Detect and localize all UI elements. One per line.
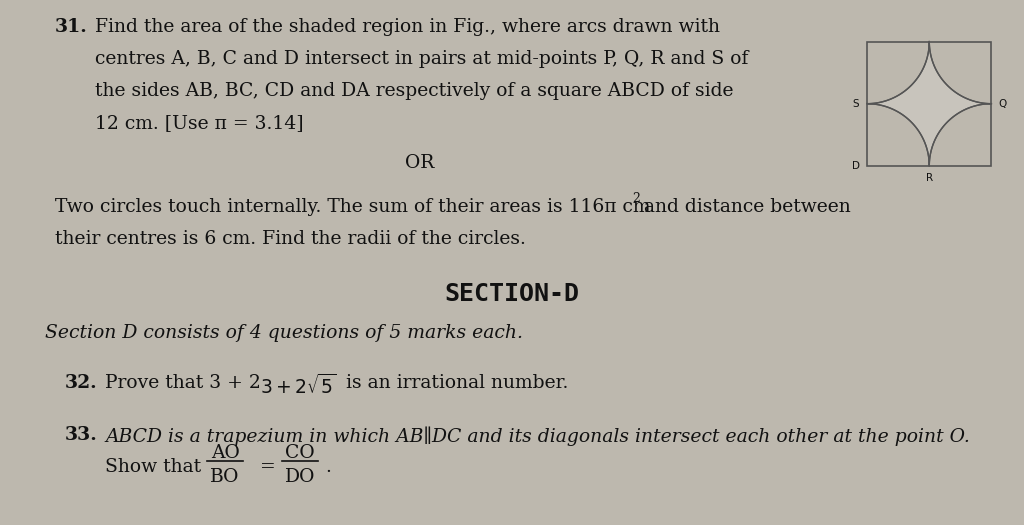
Polygon shape [867,41,991,166]
Text: 32.: 32. [65,374,97,392]
Text: Two circles touch internally. The sum of their areas is 116π cm: Two circles touch internally. The sum of… [55,198,650,216]
Text: D: D [852,161,860,171]
Text: centres A, B, C and D intersect in pairs at mid-points P, Q, R and S of: centres A, B, C and D intersect in pairs… [95,50,749,68]
Text: the sides AB, BC, CD and DA respectively of a square ABCD of side: the sides AB, BC, CD and DA respectively… [95,82,733,100]
Text: SECTION-D: SECTION-D [444,282,580,306]
Text: 2: 2 [632,192,640,205]
Text: R: R [926,173,933,183]
Text: 33.: 33. [65,426,97,444]
Text: Section D consists of 4 questions of 5 marks each.: Section D consists of 4 questions of 5 m… [45,324,523,342]
Text: =: = [260,458,275,476]
Text: Prove that 3 + 2: Prove that 3 + 2 [105,374,261,392]
Text: S: S [853,99,859,109]
Text: their centres is 6 cm. Find the radii of the circles.: their centres is 6 cm. Find the radii of… [55,230,526,248]
Text: DO: DO [285,468,315,486]
Text: and distance between: and distance between [638,198,851,216]
Text: ABCD is a trapezium in which AB∥DC and its diagonals intersect each other at the: ABCD is a trapezium in which AB∥DC and i… [105,426,970,446]
Text: CO: CO [286,444,314,462]
Text: $3+2\sqrt{5}$: $3+2\sqrt{5}$ [260,374,337,398]
Text: is an irrational number.: is an irrational number. [340,374,568,392]
Text: AO: AO [211,444,240,462]
Text: OR: OR [406,154,434,172]
Text: Show that: Show that [105,458,207,476]
Text: Q: Q [998,99,1007,109]
Text: .: . [325,458,331,476]
Text: 12 cm. [Use π = 3.14]: 12 cm. [Use π = 3.14] [95,114,304,132]
Text: Find the area of the shaded region in Fig., where arcs drawn with: Find the area of the shaded region in Fi… [95,18,720,36]
Text: BO: BO [210,468,240,486]
Text: 31.: 31. [55,18,88,36]
